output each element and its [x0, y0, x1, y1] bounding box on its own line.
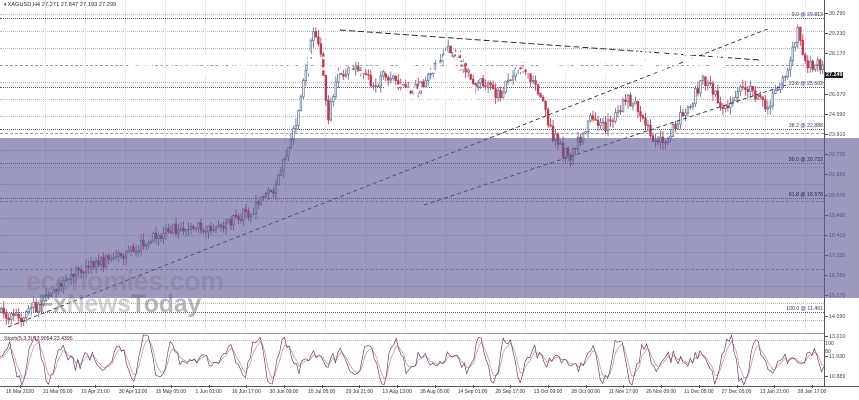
- time-axis-tick: 11 Dec 05:00: [684, 389, 714, 395]
- time-axis-mark: [736, 385, 738, 388]
- time-axis-mark: [57, 385, 59, 388]
- time-axis-line: [0, 386, 859, 387]
- time-axis-mark: [133, 385, 135, 388]
- time-axis-tick: 28 Oct 00:00: [571, 389, 601, 395]
- price-axis-tick: 30.290: [825, 11, 845, 17]
- time-axis-tick: 15 May 05:00: [155, 389, 186, 395]
- time-axis-tick: 13 Oct 09:00: [533, 389, 563, 395]
- time-axis-tick: 14 Sep 01:00: [457, 389, 488, 395]
- time-axis-tick: 28 Jan 17:00: [797, 389, 827, 395]
- time-axis[interactable]: 16 Mar 2020 31 Mar 05:00 15 Apr 21:00 30 Ap…: [0, 385, 859, 400]
- time-axis-tick: 28 Sep 17:00: [495, 389, 526, 395]
- time-axis-mark: [397, 385, 399, 388]
- time-axis-mark: [359, 385, 361, 388]
- time-axis-tick: 13 Aug 13:00: [382, 389, 412, 395]
- time-axis-tick: 28 Aug 05:00: [420, 389, 450, 395]
- indicator-axis-tick: 100: [825, 341, 834, 347]
- fib-line-382: [0, 129, 824, 130]
- fib-label-382: 38.2 @ 22.888: [788, 123, 823, 129]
- time-axis-mark: [20, 385, 21, 388]
- collapse-arrow-icon[interactable]: ▾: [4, 2, 7, 8]
- fib-label-236: 23.6 @ 25.502: [788, 81, 823, 87]
- price-axis-tick: 14.090: [825, 314, 845, 320]
- time-axis-tick: 11 Nov 17:00: [608, 389, 639, 395]
- time-axis-tick: 31 Mar 05:00: [42, 389, 73, 395]
- time-axis-tick: 30 Apr 13:00: [118, 389, 148, 395]
- time-axis-mark: [698, 385, 700, 388]
- fib-label-1000: 100.0 @ 11.451: [786, 306, 823, 312]
- fib-label-0: 0.0 @ 29.813: [791, 12, 823, 18]
- time-axis-mark: [246, 385, 248, 388]
- fib-line-1000: [0, 312, 824, 313]
- time-axis-mark: [548, 385, 549, 388]
- pane-separator: [0, 333, 824, 334]
- price-axis-tick: 26.070: [825, 92, 845, 98]
- time-axis-mark: [510, 385, 512, 388]
- fib-line-236: [0, 87, 824, 88]
- fib-label-618: 61.8 @ 18.578: [788, 192, 823, 198]
- time-axis-mark: [95, 385, 97, 388]
- time-axis-mark: [208, 385, 210, 388]
- time-axis-mark: [661, 385, 663, 388]
- time-axis-mark: [170, 385, 172, 388]
- fib-label-500: 50.0 @ 20.722: [788, 157, 823, 163]
- indicator-label: Stoch(5,3,3) 13.9054 23.4395: [4, 336, 73, 342]
- time-axis-tick: 13 Jan 21:00: [759, 389, 789, 395]
- time-axis-mark: [434, 385, 436, 388]
- time-axis-tick: 29 Jul 21:00: [345, 389, 374, 395]
- trendline-resistance: [339, 29, 761, 61]
- time-axis-mark: [812, 385, 813, 388]
- price-axis-tick: 11.930: [825, 354, 845, 360]
- time-axis-tick: 16 Jun 17:00: [231, 389, 261, 395]
- time-axis-tick: 27 Dec 05:00: [721, 389, 752, 395]
- price-axis-tick: 24.990: [825, 112, 845, 118]
- time-axis-mark: [623, 385, 625, 388]
- indicator-axis-tick: 80: [825, 349, 831, 355]
- time-axis-mark: [284, 385, 285, 388]
- price-axis-tick: 13.010: [825, 334, 845, 340]
- time-axis-mark: [774, 385, 776, 388]
- time-axis-tick: 15 Jul 05:00: [308, 389, 336, 395]
- price-axis-tick: 10.889: [825, 374, 845, 380]
- stochastic-series: [0, 334, 824, 386]
- price-axis-tick: 23.910: [825, 132, 845, 138]
- time-axis-tick: 26 Nov 09:00: [646, 389, 677, 395]
- time-axis-mark: [321, 385, 323, 388]
- time-axis-mark: [585, 385, 587, 388]
- price-axis-current: 27.249: [825, 71, 844, 78]
- fib-line-0: [0, 18, 824, 19]
- symbol-label: ▾XAGUSD,H4 27.271 27.847 27.193 27.299: [4, 2, 116, 8]
- symbol-ohlc-text: XAGUSD,H4 27.271 27.847 27.193 27.299: [7, 2, 117, 8]
- time-axis-tick: 1 Jun 01:00: [195, 389, 222, 395]
- price-axis-tick: 29.230: [825, 31, 845, 37]
- title-overlay-band: [0, 138, 859, 298]
- stochastic-pane[interactable]: [0, 334, 824, 386]
- price-axis-tick: 28.170: [825, 51, 845, 57]
- time-axis-tick: 30 Jun 09:00: [269, 389, 299, 395]
- time-axis-mark: [472, 385, 474, 388]
- time-axis-tick: 16 Mar 2020: [5, 389, 35, 395]
- time-axis-tick: 15 Apr 21:00: [81, 389, 110, 395]
